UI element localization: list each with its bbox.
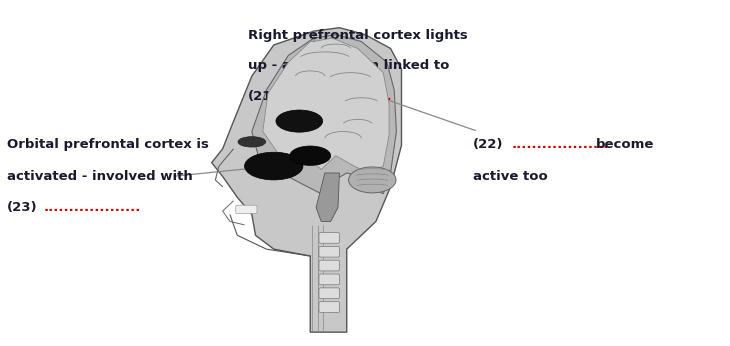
Text: .....................: ..................... — [285, 90, 392, 103]
FancyBboxPatch shape — [319, 260, 339, 271]
Ellipse shape — [349, 167, 396, 193]
Text: Right prefrontal cortex lights: Right prefrontal cortex lights — [248, 29, 468, 43]
FancyBboxPatch shape — [319, 246, 339, 257]
Text: (23): (23) — [7, 201, 38, 214]
FancyBboxPatch shape — [319, 288, 339, 299]
Text: activated - involved with: activated - involved with — [7, 170, 193, 183]
Polygon shape — [263, 38, 389, 173]
Text: (21): (21) — [248, 90, 279, 103]
Circle shape — [276, 110, 323, 132]
Text: up - area of brain linked to: up - area of brain linked to — [248, 59, 450, 72]
Ellipse shape — [238, 137, 266, 147]
Text: (22): (22) — [473, 138, 504, 152]
Polygon shape — [316, 173, 339, 221]
Polygon shape — [252, 35, 396, 194]
FancyBboxPatch shape — [236, 205, 257, 213]
Polygon shape — [212, 28, 402, 332]
Circle shape — [245, 152, 303, 180]
Text: ...................: ................... — [44, 201, 141, 214]
Text: active too: active too — [473, 170, 548, 183]
Text: ...................: ................... — [512, 138, 609, 152]
Text: become: become — [596, 138, 654, 152]
FancyBboxPatch shape — [319, 233, 339, 243]
Circle shape — [290, 146, 331, 165]
FancyBboxPatch shape — [319, 302, 339, 312]
FancyBboxPatch shape — [319, 274, 339, 285]
Text: Orbital prefrontal cortex is: Orbital prefrontal cortex is — [7, 138, 210, 152]
